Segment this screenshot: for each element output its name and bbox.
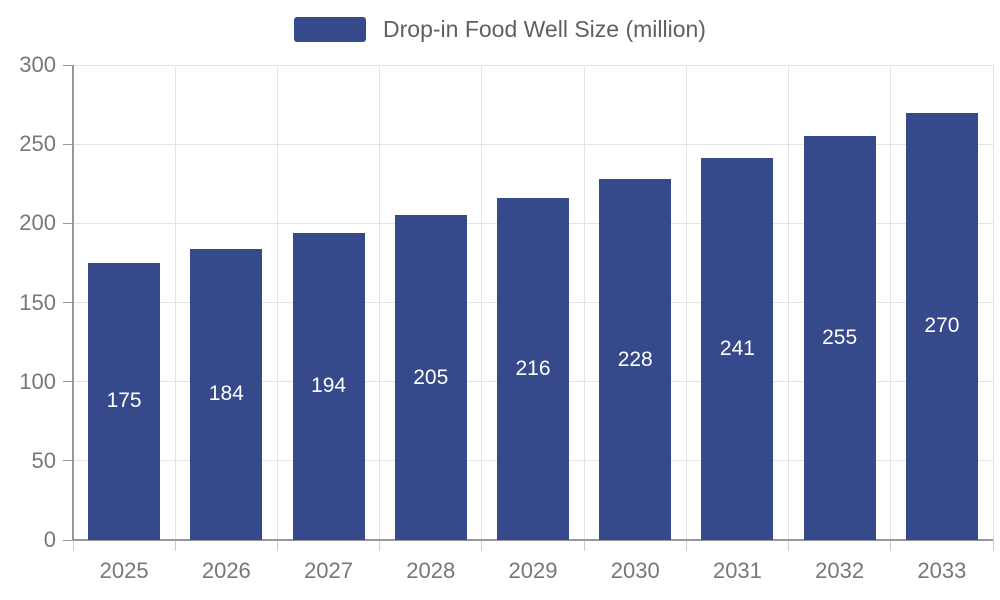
bar-value-label: 194 bbox=[311, 374, 347, 398]
y-axis-label: 200 bbox=[19, 210, 56, 236]
gridline-vertical bbox=[276, 65, 278, 540]
gridline-vertical bbox=[992, 65, 994, 540]
x-axis-label: 2028 bbox=[406, 558, 456, 583]
x-axis-tick bbox=[481, 540, 483, 551]
y-axis-line bbox=[72, 65, 74, 540]
x-axis-label: 2030 bbox=[610, 558, 660, 583]
bar-value-label: 216 bbox=[515, 357, 551, 380]
bar-value-label: 228 bbox=[617, 347, 653, 371]
y-axis-label: 250 bbox=[19, 131, 56, 157]
y-axis-tick bbox=[63, 460, 73, 462]
x-axis-tick bbox=[583, 540, 585, 551]
y-axis-label: 0 bbox=[43, 527, 56, 552]
gridline-vertical bbox=[174, 65, 176, 540]
y-axis-label: 100 bbox=[19, 368, 56, 394]
y-axis-label: 300 bbox=[19, 52, 56, 77]
x-axis-tick bbox=[276, 540, 278, 551]
x-axis-label: 2026 bbox=[201, 558, 251, 583]
x-axis-tick bbox=[788, 540, 790, 551]
y-axis-tick bbox=[63, 302, 73, 303]
gridline-horizontal bbox=[73, 143, 993, 145]
gridline-vertical bbox=[379, 65, 381, 540]
gridline-horizontal bbox=[73, 64, 993, 66]
bar-value-label: 270 bbox=[924, 314, 960, 338]
bar-2029 bbox=[497, 198, 569, 540]
x-axis-tick bbox=[992, 540, 994, 551]
gridline-vertical bbox=[890, 65, 892, 540]
y-axis-tick bbox=[63, 381, 73, 383]
x-axis-label: 2029 bbox=[508, 558, 558, 583]
x-axis-label: 2031 bbox=[712, 558, 762, 583]
bar-2031 bbox=[701, 158, 774, 540]
y-axis-tick bbox=[63, 143, 73, 145]
y-axis-tick bbox=[63, 64, 73, 66]
x-axis-label: 2033 bbox=[917, 558, 967, 583]
legend-label: Drop-in Food Well Size (million) bbox=[383, 16, 706, 42]
legend-swatch bbox=[294, 17, 367, 42]
x-axis-label: 2025 bbox=[99, 558, 149, 583]
bar-2032 bbox=[803, 136, 876, 540]
x-axis-tick bbox=[174, 540, 176, 551]
bar-value-label: 175 bbox=[106, 389, 142, 413]
y-axis-label: 50 bbox=[31, 447, 56, 473]
bar-2028 bbox=[394, 215, 467, 540]
bar-value-label: 255 bbox=[822, 326, 858, 350]
y-axis-tick bbox=[63, 539, 73, 541]
gridline-vertical bbox=[685, 65, 687, 540]
bar-2026 bbox=[190, 248, 263, 540]
x-axis-line bbox=[72, 539, 993, 541]
x-axis-label: 2027 bbox=[304, 558, 354, 583]
gridline-vertical bbox=[583, 65, 585, 540]
bar-value-label: 241 bbox=[719, 337, 755, 361]
bar-value-label: 184 bbox=[208, 382, 244, 406]
bar-value-label: 205 bbox=[413, 365, 449, 389]
bar-2030 bbox=[599, 179, 672, 540]
x-axis-tick bbox=[379, 540, 381, 551]
bar-2033 bbox=[905, 112, 978, 540]
x-axis-tick bbox=[685, 540, 687, 551]
x-axis-label: 2032 bbox=[815, 558, 865, 583]
y-axis-tick bbox=[63, 222, 73, 224]
legend[interactable]: Drop-in Food Well Size (million) bbox=[0, 17, 1000, 42]
bar-2025 bbox=[88, 262, 161, 540]
gridline-vertical bbox=[788, 65, 790, 540]
bar-2027 bbox=[292, 232, 365, 540]
gridline-vertical bbox=[481, 65, 483, 540]
x-axis-tick bbox=[72, 540, 74, 551]
x-axis-tick bbox=[890, 540, 892, 551]
y-axis-label: 150 bbox=[19, 289, 56, 315]
